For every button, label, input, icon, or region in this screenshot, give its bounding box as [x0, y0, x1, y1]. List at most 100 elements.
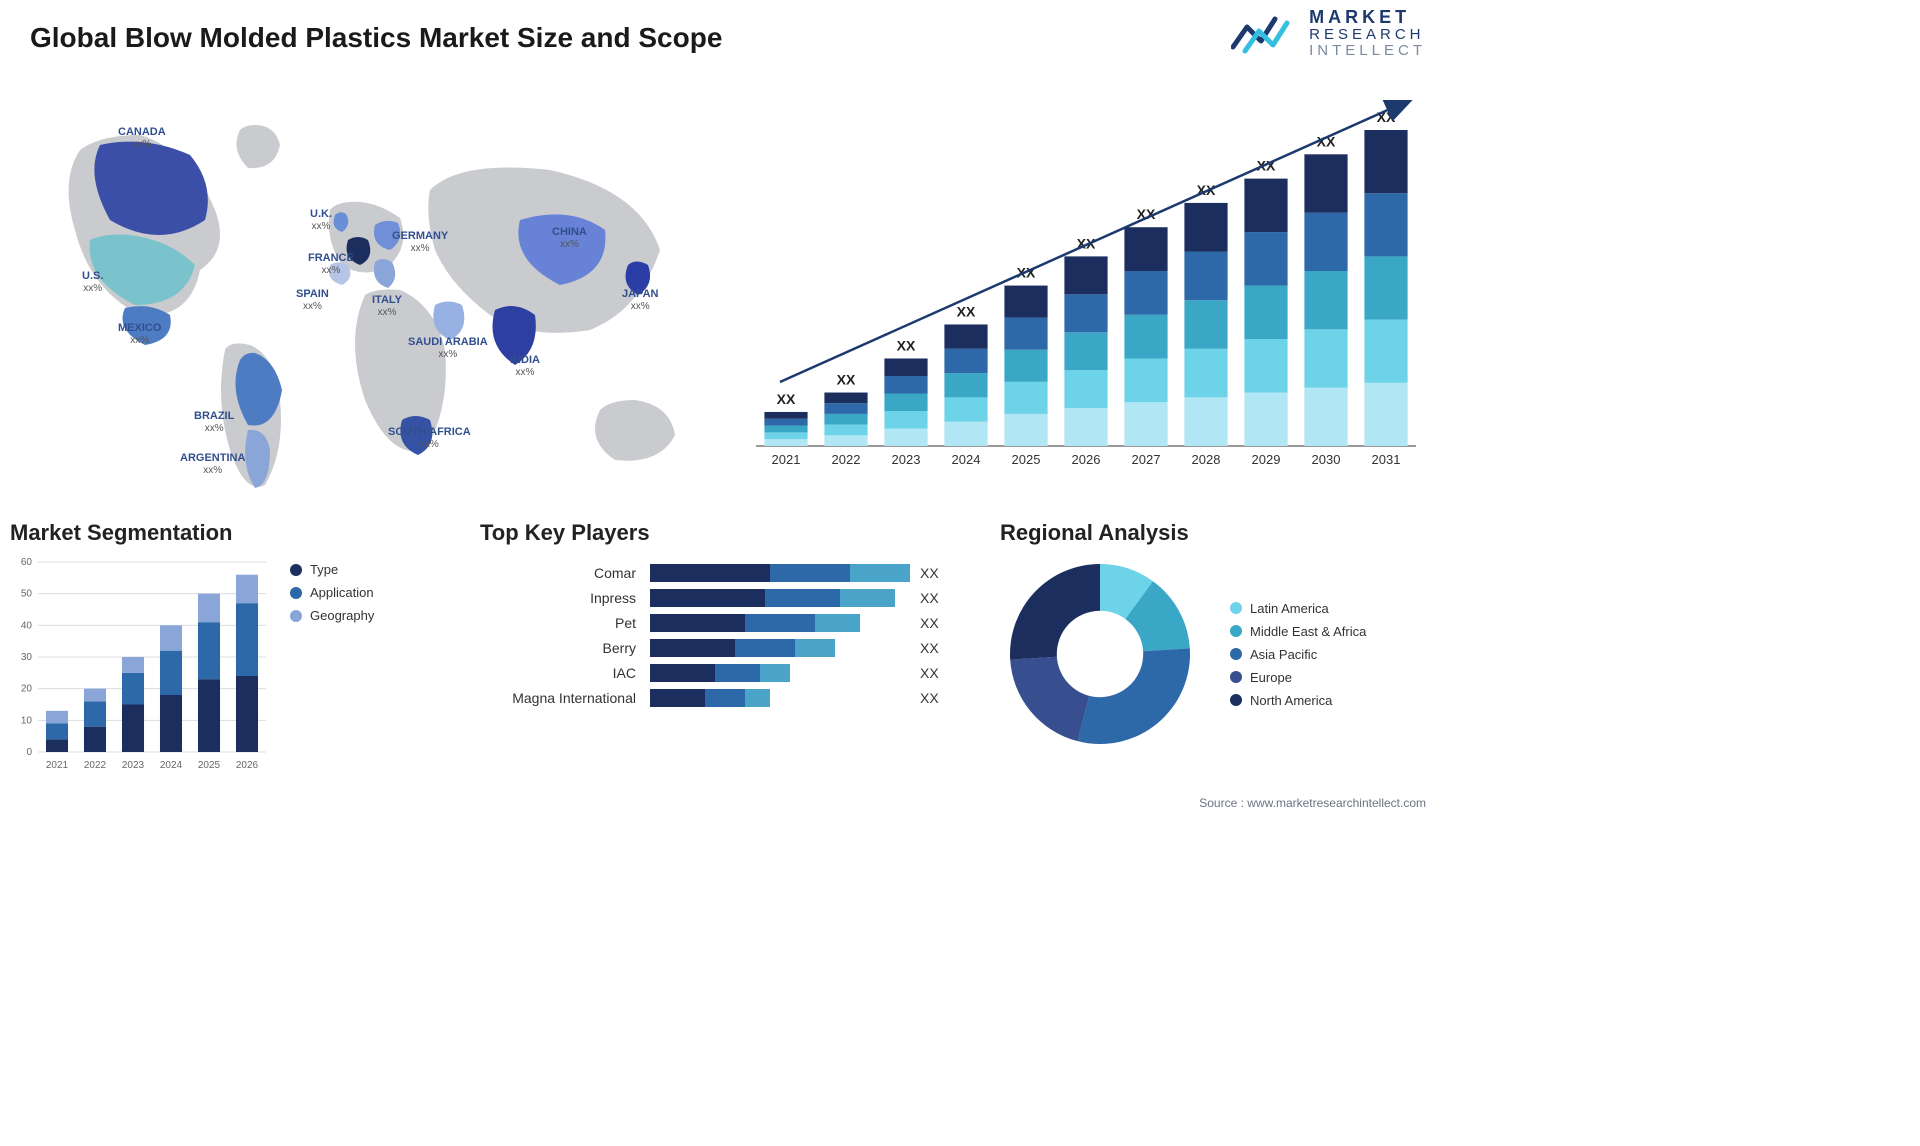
regional-heading: Regional Analysis	[1000, 520, 1446, 554]
legend-swatch	[290, 564, 302, 576]
svg-text:2024: 2024	[952, 452, 981, 467]
player-bar-seg	[770, 564, 850, 582]
svg-text:2031: 2031	[1372, 452, 1401, 467]
segmentation-block: Market Segmentation 01020304050602021202…	[10, 520, 455, 800]
player-name: IAC	[480, 665, 650, 681]
svg-text:30: 30	[21, 652, 33, 663]
legend-label: North America	[1250, 693, 1332, 708]
svg-text:50: 50	[21, 589, 33, 600]
player-value: XX	[910, 640, 950, 656]
player-name: Comar	[480, 565, 650, 581]
svg-text:2025: 2025	[198, 760, 221, 771]
map-label: INDIAxx%	[510, 354, 540, 378]
legend-swatch	[290, 610, 302, 622]
svg-text:2027: 2027	[1132, 452, 1161, 467]
player-bar	[650, 639, 910, 657]
regional-block: Regional Analysis Latin AmericaMiddle Ea…	[1000, 520, 1446, 800]
player-row: Inpress XX	[480, 589, 980, 607]
svg-text:2021: 2021	[772, 452, 801, 467]
map-label: ITALYxx%	[372, 294, 402, 318]
players-heading: Top Key Players	[480, 520, 980, 554]
svg-text:2024: 2024	[160, 760, 183, 771]
map-label: SPAINxx%	[296, 288, 329, 312]
segmentation-heading: Market Segmentation	[10, 520, 455, 554]
player-name: Inpress	[480, 590, 650, 606]
player-value: XX	[910, 690, 950, 706]
legend-label: Geography	[310, 608, 374, 623]
world-map: CANADAxx%U.S.xx%MEXICOxx%BRAZILxx%ARGENT…	[30, 90, 730, 510]
legend-swatch	[1230, 602, 1242, 614]
player-row: BerryXX	[480, 639, 980, 657]
svg-text:2022: 2022	[832, 452, 861, 467]
player-value: XX	[910, 665, 950, 681]
legend-item: Type	[290, 562, 374, 577]
svg-text:XX: XX	[837, 372, 856, 388]
players-block: Top Key Players ComarXXInpressXXPetXXBer…	[480, 520, 980, 800]
map-label: SOUTH AFRICAxx%	[388, 426, 471, 450]
svg-text:XX: XX	[777, 391, 796, 407]
logo-mark-icon	[1231, 11, 1299, 55]
svg-text:2022: 2022	[84, 760, 107, 771]
legend-item: Middle East & Africa	[1230, 624, 1366, 639]
segmentation-legend: Type Application Geography	[290, 554, 374, 774]
player-bar-seg	[650, 589, 765, 607]
player-name: Pet	[480, 615, 650, 631]
player-row: IAC XX	[480, 664, 980, 682]
legend-swatch	[290, 587, 302, 599]
player-bar	[650, 614, 910, 632]
legend-label: Application	[310, 585, 374, 600]
player-row: Pet XX	[480, 614, 980, 632]
legend-label: Middle East & Africa	[1250, 624, 1366, 639]
player-bar-seg	[650, 689, 705, 707]
svg-text:20: 20	[21, 684, 33, 695]
legend-swatch	[1230, 671, 1242, 683]
player-bar	[650, 689, 910, 707]
map-label: U.K.xx%	[310, 208, 332, 232]
logo-text-1: MARKET	[1309, 8, 1426, 27]
player-bar-seg	[715, 664, 760, 682]
player-row: Magna International XX	[480, 689, 980, 707]
legend-item: North America	[1230, 693, 1366, 708]
svg-text:2025: 2025	[1012, 452, 1041, 467]
svg-text:2030: 2030	[1312, 452, 1341, 467]
svg-text:XX: XX	[897, 337, 916, 353]
brand-logo: MARKET RESEARCH INTELLECT	[1231, 8, 1426, 58]
page-title: Global Blow Molded Plastics Market Size …	[30, 22, 722, 54]
player-bar-seg	[745, 614, 815, 632]
player-bar	[650, 564, 910, 582]
regional-donut	[1000, 554, 1200, 754]
map-label: SAUDI ARABIAxx%	[408, 336, 488, 360]
growth-chart: 2021XX2022XX2023XX2024XX2025XX2026XX2027…	[746, 100, 1426, 480]
player-bar-seg	[735, 639, 795, 657]
player-row: Comar XX	[480, 564, 980, 582]
players-chart: ComarXXInpressXXPetXXBerryXXIACXXMagna I…	[480, 564, 980, 707]
player-value: XX	[910, 590, 950, 606]
svg-text:2029: 2029	[1252, 452, 1281, 467]
segmentation-chart: 0102030405060202120222023202420252026	[10, 554, 270, 774]
svg-text:0: 0	[26, 747, 32, 758]
map-label: GERMANYxx%	[392, 230, 448, 254]
svg-text:40: 40	[21, 620, 33, 631]
legend-item: Europe	[1230, 670, 1366, 685]
legend-label: Type	[310, 562, 338, 577]
map-label: JAPANxx%	[622, 288, 658, 312]
svg-text:2023: 2023	[122, 760, 145, 771]
player-bar-seg	[840, 589, 895, 607]
legend-item: Asia Pacific	[1230, 647, 1366, 662]
player-name: Magna International	[480, 690, 650, 706]
player-bar-seg	[650, 564, 770, 582]
legend-item: Geography	[290, 608, 374, 623]
map-label: FRANCExx%	[308, 252, 354, 276]
svg-text:60: 60	[21, 557, 33, 568]
player-bar-seg	[850, 564, 910, 582]
player-value: XX	[910, 565, 950, 581]
player-value: XX	[910, 615, 950, 631]
logo-text-2: RESEARCH	[1309, 27, 1426, 43]
player-bar-seg	[650, 614, 745, 632]
svg-text:XX: XX	[957, 303, 976, 319]
player-bar-seg	[795, 639, 835, 657]
regional-legend: Latin AmericaMiddle East & AfricaAsia Pa…	[1230, 593, 1366, 716]
player-bar-seg	[705, 689, 745, 707]
player-bar	[650, 589, 910, 607]
player-bar-seg	[760, 664, 790, 682]
